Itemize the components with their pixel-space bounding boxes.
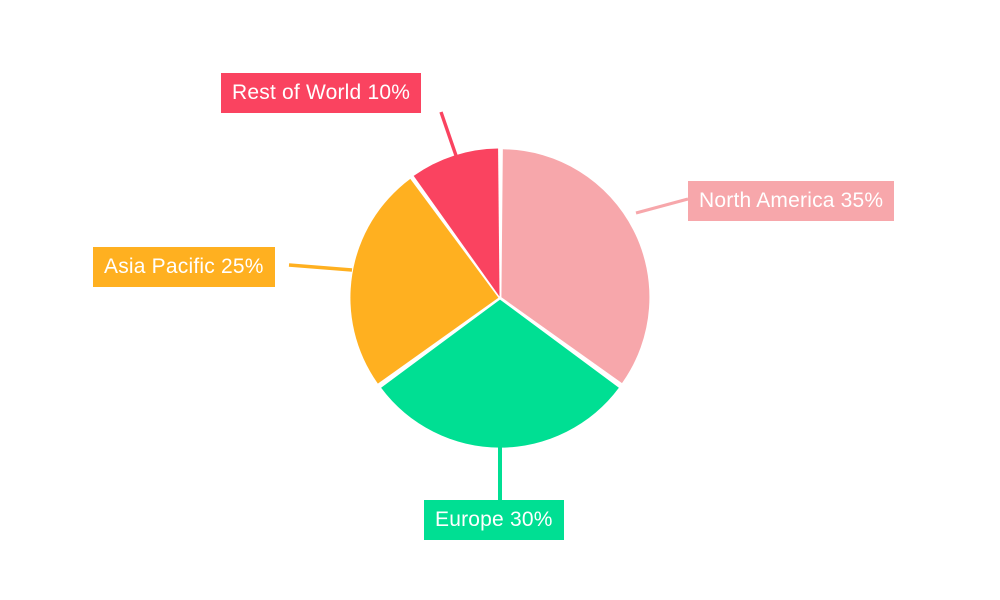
slice-label-europe[interactable]: Europe 30% <box>424 500 564 540</box>
pie-slice-asia-pacific[interactable] <box>350 178 499 384</box>
pie-slice-rest-of-world[interactable] <box>413 148 500 297</box>
leader-line-asia-pacific <box>288 263 353 272</box>
pie-slice-north-america[interactable] <box>501 149 650 384</box>
slice-label-asia-pacific[interactable]: Asia Pacific 25% <box>93 247 275 287</box>
slice-label-north-america[interactable]: North America 35% <box>688 181 895 221</box>
slice-label-rest-of-world[interactable]: Rest of World 10% <box>221 73 422 113</box>
leader-line-north-america <box>635 197 689 215</box>
pie-slice-europe[interactable] <box>381 299 619 448</box>
